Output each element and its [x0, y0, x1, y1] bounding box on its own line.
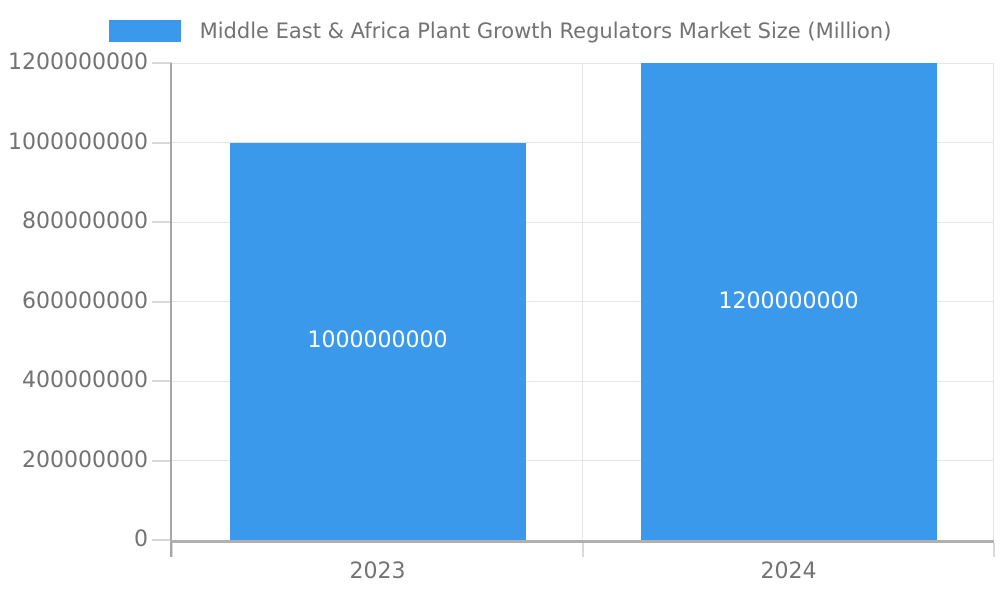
x-axis-tick	[582, 543, 584, 557]
bar-2024: 1200000000	[640, 63, 937, 540]
y-axis-tick	[152, 62, 172, 64]
y-gridline	[172, 221, 994, 223]
y-gridline	[172, 460, 994, 461]
plot-area: 1000000000 1200000000	[172, 62, 994, 540]
legend-label: Middle East & Africa Plant Growth Regula…	[199, 19, 892, 43]
y-axis-tick	[152, 300, 172, 303]
bar-value-label: 1200000000	[718, 288, 859, 314]
y-axis-tick	[152, 380, 172, 382]
x-gridline	[582, 63, 583, 540]
y-tick-label: 1200000000	[8, 50, 148, 75]
x-axis-tick	[171, 543, 173, 557]
y-tick-label: 0	[134, 527, 148, 552]
x-axis-line	[170, 540, 994, 543]
y-axis-line	[170, 63, 172, 557]
y-tick-label: 1000000000	[8, 129, 148, 155]
y-gridline	[172, 62, 994, 64]
bar-value-label: 1000000000	[307, 328, 448, 354]
y-axis-tick	[152, 459, 172, 462]
legend[interactable]: Middle East & Africa Plant Growth Regula…	[0, 20, 1000, 42]
y-axis-tick	[152, 539, 172, 541]
y-tick-label: 400000000	[22, 368, 148, 393]
y-tick-label: 600000000	[22, 288, 148, 314]
y-axis-tick	[152, 221, 172, 223]
y-axis-tick	[152, 141, 172, 144]
x-tick-label: 2024	[760, 559, 817, 584]
y-gridline	[172, 142, 994, 143]
bar-2023: 1000000000	[229, 142, 526, 540]
y-gridline	[172, 380, 994, 382]
x-axis-tick	[993, 543, 995, 557]
y-gridline	[172, 301, 994, 302]
x-gridline	[993, 63, 994, 540]
y-tick-label: 200000000	[22, 447, 148, 473]
x-tick-label: 2023	[349, 559, 406, 584]
y-tick-label: 800000000	[22, 209, 148, 234]
legend-swatch	[108, 20, 181, 42]
